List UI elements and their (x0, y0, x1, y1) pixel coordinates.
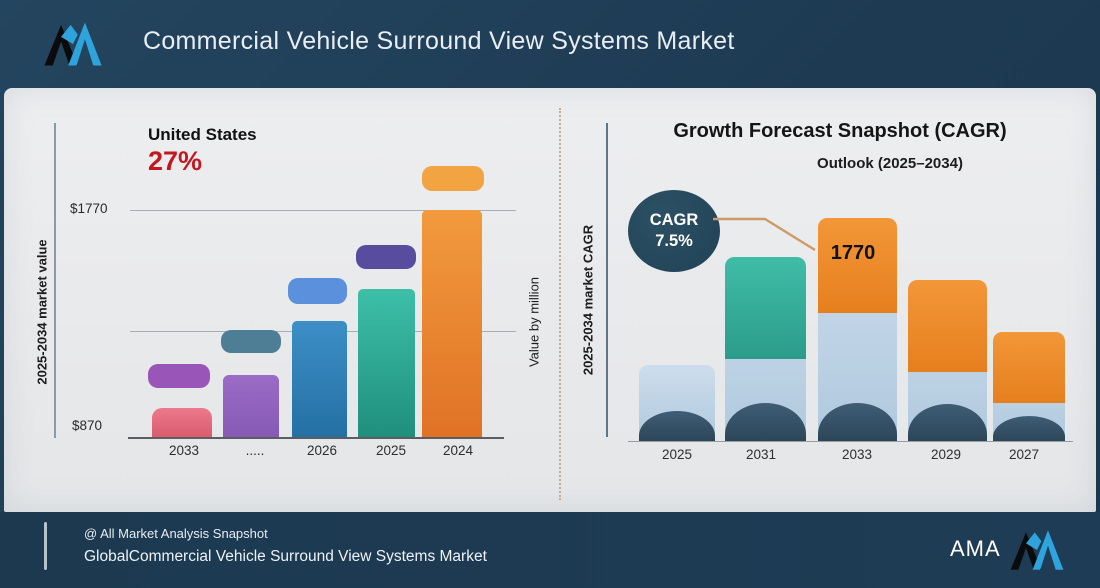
category-label: ..... (245, 443, 265, 458)
base-segment (908, 404, 987, 442)
category-label: 2026 (306, 443, 338, 458)
category-label: 2033 (168, 443, 200, 458)
bar (292, 321, 347, 438)
right-y-axis-label: 2025-2034 market CAGR (580, 224, 596, 376)
floating-segment (422, 166, 484, 191)
footer-divider-line (44, 522, 47, 570)
category-label: 2033 (841, 447, 873, 462)
base-segment (993, 416, 1065, 442)
right-x-axis-line (628, 441, 1073, 442)
footer-brand-text: AMA (950, 536, 1001, 561)
floating-segment (288, 278, 347, 304)
cagr-badge-label: CAGR (649, 211, 699, 230)
bar (358, 289, 415, 438)
left-ytick-top: $1770 (70, 201, 108, 216)
footer-tagline: @ All Market Analysis Snapshot (84, 526, 268, 541)
stacked-bar (993, 332, 1065, 442)
page-title: Commercial Vehicle Surround View Systems… (143, 27, 735, 55)
left-chart-title: United States (148, 125, 257, 144)
floating-segment (148, 364, 210, 388)
base-segment (639, 411, 715, 442)
top-segment (818, 218, 897, 313)
left-gridline-1770 (130, 210, 516, 211)
stacked-bar (818, 218, 897, 442)
left-x-axis-line (128, 437, 504, 439)
left-y-axis-label: 2025-2034 market value (34, 239, 50, 385)
ama-logo-icon (44, 22, 102, 66)
category-label: 2025 (375, 443, 407, 458)
top-segment (908, 280, 987, 372)
value-annotation: 1770 (830, 242, 876, 264)
right-y-axis-line (606, 123, 608, 437)
bar (223, 375, 279, 438)
top-segment (725, 257, 806, 359)
footer-report-title: GlobalCommercial Vehicle Surround View S… (84, 548, 487, 565)
left-right-axis-label: Value by million (526, 276, 542, 368)
floating-segment (221, 330, 281, 353)
annotation-connector-line (713, 217, 816, 252)
footer: @ All Market Analysis Snapshot GlobalCom… (0, 512, 1100, 588)
category-label: 2025 (661, 447, 693, 462)
stacked-bar (725, 257, 806, 442)
bar (152, 408, 212, 438)
footer-ama-logo-icon (1010, 530, 1064, 570)
category-label: 2024 (442, 443, 474, 458)
bar (422, 210, 482, 438)
top-segment (993, 332, 1065, 403)
header: Commercial Vehicle Surround View Systems… (0, 0, 1100, 88)
right-chart-title: Growth Forecast Snapshot (CAGR) (673, 120, 1007, 142)
stacked-bar (908, 280, 987, 442)
category-label: 2029 (930, 447, 962, 462)
cagr-badge-value: 7.5% (655, 232, 693, 250)
stacked-bar (639, 365, 715, 442)
left-ytick-bottom: $870 (72, 418, 103, 433)
left-chart-highlight-value: 27% (148, 146, 203, 176)
base-segment (818, 403, 897, 442)
category-label: 2031 (745, 447, 777, 462)
category-label: 2027 (1008, 447, 1040, 462)
panel-divider (559, 108, 561, 500)
right-chart-subtitle: Outlook (2025–2034) (817, 155, 963, 172)
left-y-axis-line (54, 123, 56, 438)
floating-segment (356, 245, 416, 269)
cagr-badge: CAGR 7.5% (628, 190, 720, 272)
base-segment (725, 403, 806, 442)
